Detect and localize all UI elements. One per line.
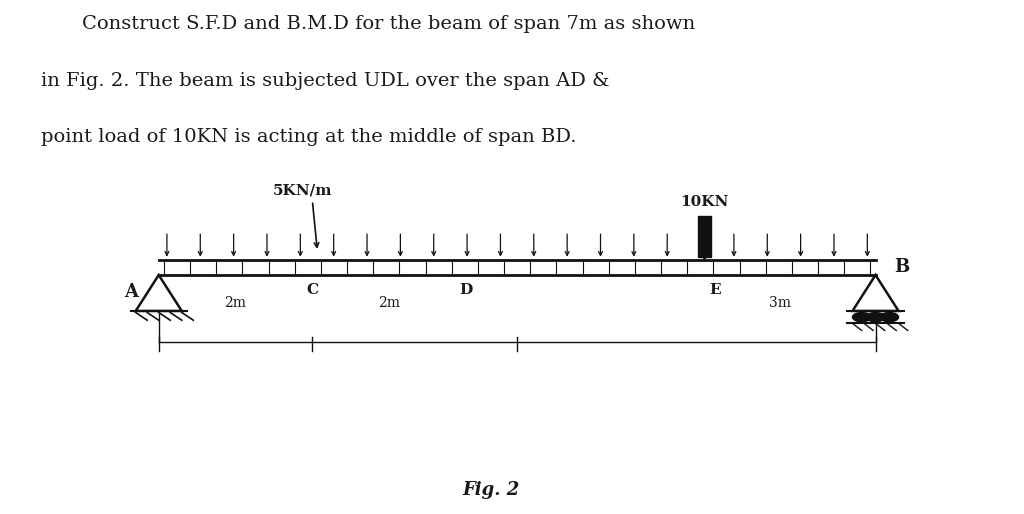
Text: A: A	[124, 283, 138, 301]
Circle shape	[880, 313, 899, 322]
Text: 10KN: 10KN	[680, 195, 729, 209]
Text: Fig. 2: Fig. 2	[463, 481, 520, 499]
Text: Construct S.F.D and B.M.D for the beam of span 7m as shown: Construct S.F.D and B.M.D for the beam o…	[82, 15, 695, 33]
Text: D: D	[460, 283, 472, 297]
Circle shape	[852, 313, 870, 322]
Bar	[698, 216, 711, 257]
Text: B: B	[894, 258, 909, 277]
Text: 5KN/m: 5KN/m	[272, 184, 332, 198]
Text: in Fig. 2. The beam is subjected UDL over the span AD &: in Fig. 2. The beam is subjected UDL ove…	[41, 72, 609, 90]
Circle shape	[866, 313, 885, 322]
Text: C: C	[306, 283, 318, 297]
Text: 3m: 3m	[769, 296, 791, 309]
Text: 2m: 2m	[378, 296, 400, 309]
Text: point load of 10KN is acting at the middle of span BD.: point load of 10KN is acting at the midd…	[41, 128, 577, 146]
Text: E: E	[710, 283, 721, 297]
Text: 2m: 2m	[224, 296, 247, 309]
